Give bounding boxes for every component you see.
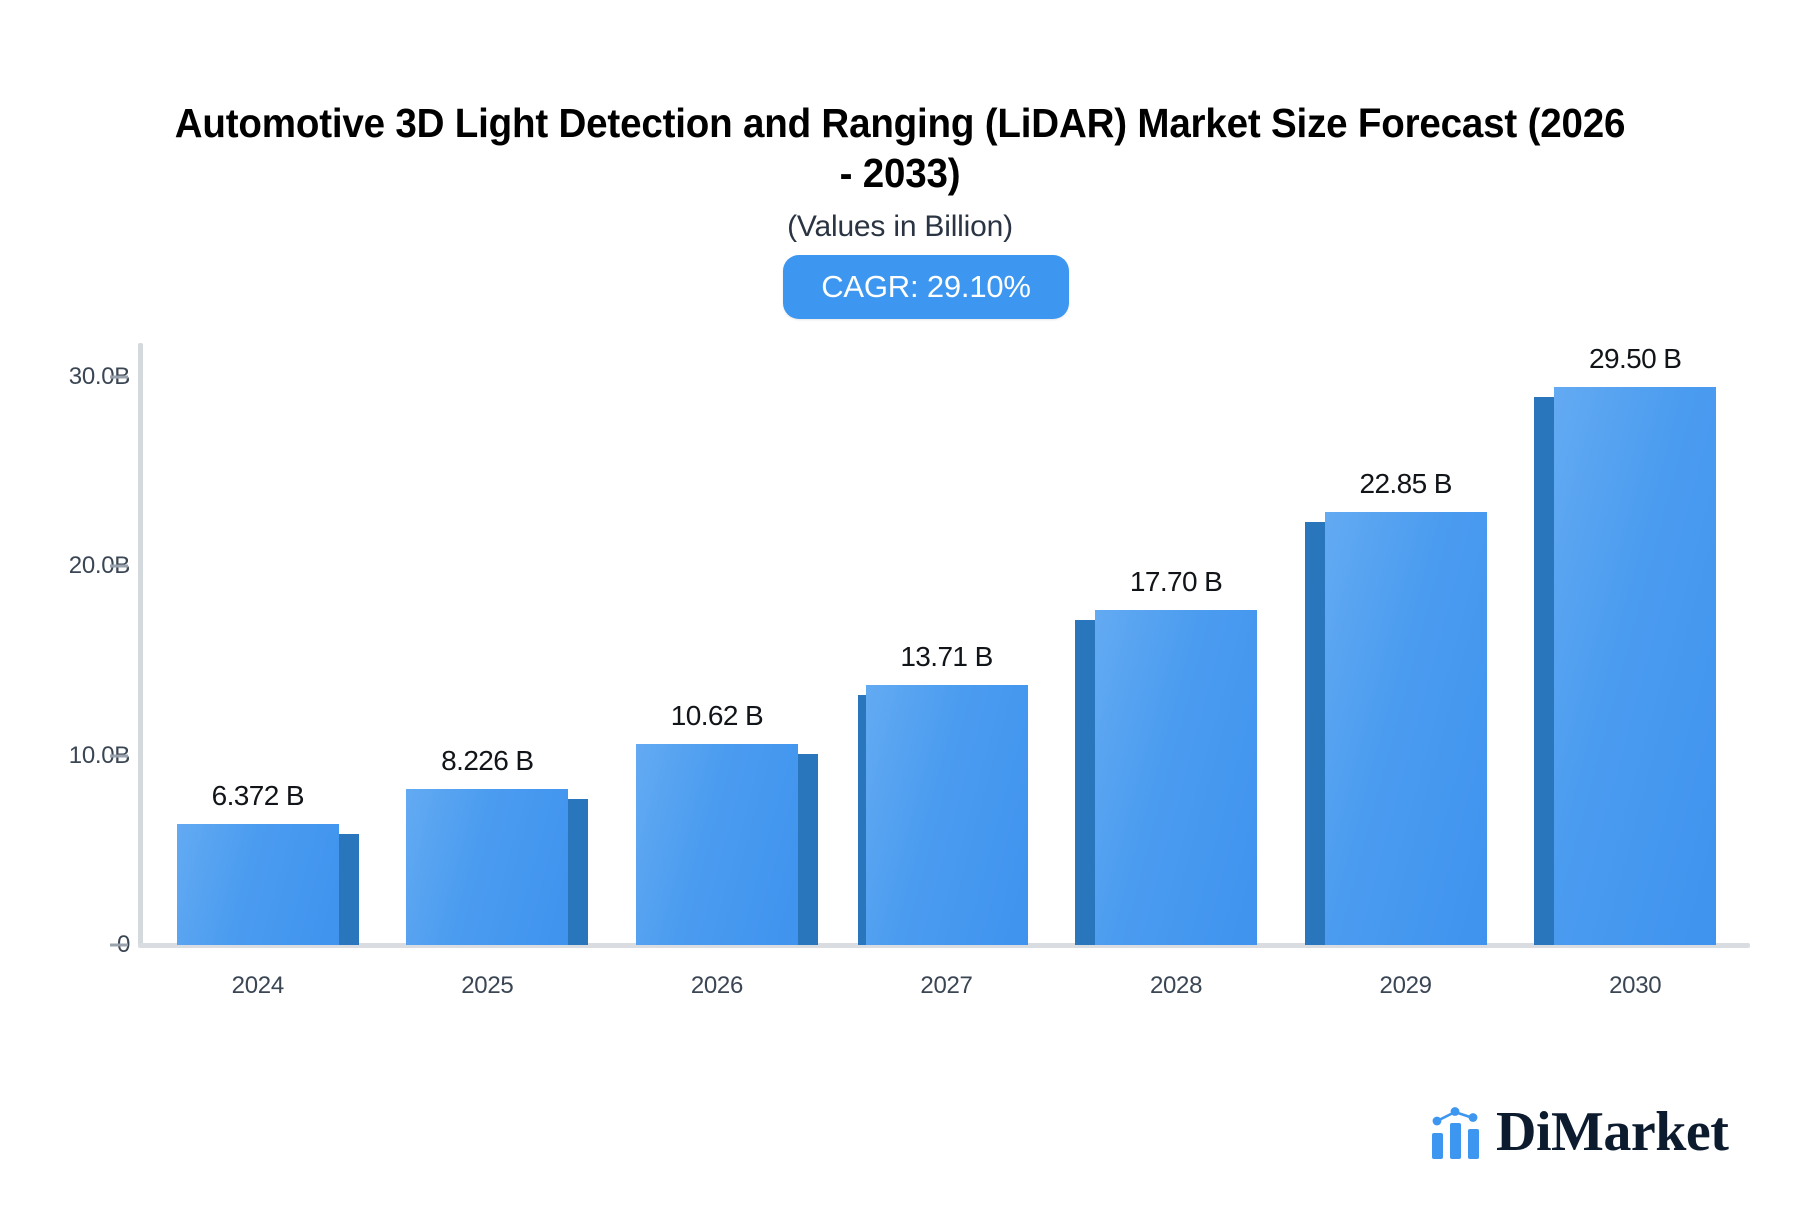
bar-side-face (1304, 522, 1325, 945)
x-tick-label: 2027 (920, 972, 973, 999)
bar-face (176, 824, 339, 945)
y-axis-line (138, 343, 143, 946)
bar-value-label: 8.226 B (441, 745, 534, 777)
bar[interactable]: 8.226 B (406, 745, 589, 945)
x-tick-label: 2024 (231, 972, 285, 999)
dimarket-logo: DiMarket (1430, 1101, 1729, 1163)
y-tick-mark (110, 943, 128, 947)
bar[interactable]: 29.50 B (1534, 343, 1717, 945)
x-tick-label: 2026 (690, 972, 744, 999)
x-tick-label: 2030 (1609, 972, 1662, 999)
bar[interactable]: 6.372 B (176, 780, 359, 945)
x-tick-label: 2028 (1149, 972, 1203, 999)
chart-title: Automotive 3D Light Detection and Rangin… (174, 100, 1636, 197)
bar-value-label: 6.372 B (211, 780, 305, 812)
bar-side-face (857, 695, 866, 945)
bar-face (1095, 609, 1258, 945)
bar-value-label: 13.71 B (900, 641, 993, 673)
title-block: Automotive 3D Light Detection and Rangin… (120, 98, 1680, 244)
bar-side-face (338, 834, 359, 945)
logo-text: DiMarket (1496, 1101, 1729, 1163)
bar-value-label: 17.70 B (1129, 565, 1223, 597)
bar-side-face (797, 753, 818, 945)
x-tick-label: 2029 (1379, 972, 1433, 999)
x-tick-label: 2025 (461, 972, 514, 999)
bar-side-face (1075, 619, 1096, 945)
bar-face (1324, 512, 1487, 945)
bar-face (406, 789, 569, 945)
bar-side-face (568, 799, 589, 945)
bar-side-face (1534, 396, 1555, 945)
bar-face (1554, 386, 1717, 945)
bar[interactable]: 13.71 B (857, 641, 1028, 945)
bar[interactable]: 17.70 B (1075, 566, 1258, 945)
bar-face (865, 685, 1028, 945)
y-tick-mark (110, 754, 128, 758)
bar-value-label: 22.85 B (1359, 468, 1452, 500)
y-tick-mark (110, 564, 128, 568)
cagr-badge: CAGR: 29.10% (783, 255, 1069, 319)
x-axis-line (138, 943, 1750, 948)
bar-face (635, 743, 798, 945)
bar[interactable]: 10.62 B (635, 700, 818, 945)
bar-chart-icon (1432, 1107, 1479, 1159)
bar-value-label: 29.50 B (1589, 342, 1682, 374)
y-tick-mark (110, 375, 128, 379)
bar[interactable]: 22.85 B (1304, 468, 1487, 945)
bar-value-label: 10.62 B (670, 699, 764, 731)
chart-subtitle: (Values in Billion) (787, 210, 1013, 244)
